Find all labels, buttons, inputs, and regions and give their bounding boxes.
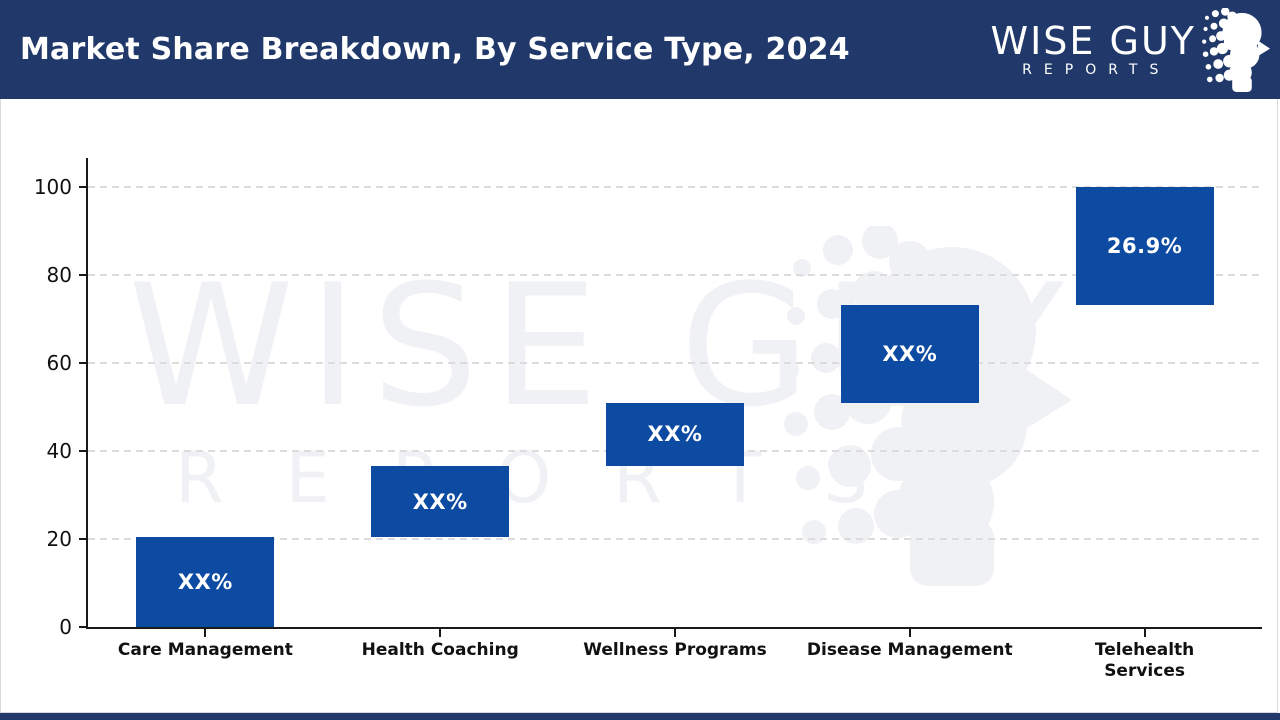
bar-disease-management: XX% xyxy=(840,305,979,403)
logo-text: WISE GUY REPORTS xyxy=(991,22,1196,77)
watermark-subtitle: REPORTS xyxy=(175,437,930,519)
page-title: Market Share Breakdown, By Service Type,… xyxy=(20,32,850,67)
bar-value-label: XX% xyxy=(647,422,703,447)
logo-wordmark: WISE GUY xyxy=(990,19,1196,63)
bar-care-management: XX% xyxy=(136,536,275,627)
x-tick-mark xyxy=(674,629,676,637)
y-tick-label: 80 xyxy=(46,263,72,287)
bar-telehealth-services: 26.9% xyxy=(1075,187,1214,306)
y-tick-mark xyxy=(79,626,88,628)
wiseguy-head-icon xyxy=(1202,7,1270,92)
x-tick-mark xyxy=(439,629,442,637)
gridline xyxy=(88,538,1262,540)
gridline xyxy=(88,186,1262,188)
wiseguy-logo: WISE GUY REPORTS xyxy=(991,0,1270,99)
gridline xyxy=(88,362,1262,364)
header: Market Share Breakdown, By Service Type,… xyxy=(0,0,1280,99)
y-tick-mark xyxy=(79,186,88,188)
footer-bar xyxy=(0,713,1280,720)
bar-value-label: XX% xyxy=(177,569,233,594)
x-category-label: Telehealth Services xyxy=(1094,640,1195,681)
y-tick-mark xyxy=(79,450,88,452)
x-tick-mark xyxy=(1143,629,1146,637)
bar-value-label: XX% xyxy=(412,489,468,514)
y-axis-line xyxy=(86,158,88,629)
y-tick-mark xyxy=(79,362,88,364)
logo-subtitle: REPORTS xyxy=(1022,62,1171,78)
y-tick-label: 100 xyxy=(33,175,72,199)
bar-value-label: XX% xyxy=(882,341,938,366)
x-category-label: Wellness Programs xyxy=(583,640,767,660)
bar-value-label: 26.9% xyxy=(1106,234,1183,259)
y-tick-label: 60 xyxy=(46,351,72,375)
x-axis-line xyxy=(86,627,1262,629)
x-category-label: Care Management xyxy=(117,640,293,660)
y-tick-label: 0 xyxy=(59,615,72,639)
x-category-label: Disease Management xyxy=(806,640,1013,660)
gridline xyxy=(88,274,1262,276)
y-tick-mark xyxy=(79,538,88,540)
x-category-label: Health Coaching xyxy=(361,640,519,660)
bar-wellness-programs: XX% xyxy=(606,402,744,467)
y-tick-label: 40 xyxy=(46,439,72,463)
y-tick-mark xyxy=(79,274,88,276)
bar-health-coaching: XX% xyxy=(371,466,510,537)
x-tick-mark xyxy=(204,629,207,637)
x-tick-mark xyxy=(908,629,911,637)
y-tick-label: 20 xyxy=(46,527,72,551)
